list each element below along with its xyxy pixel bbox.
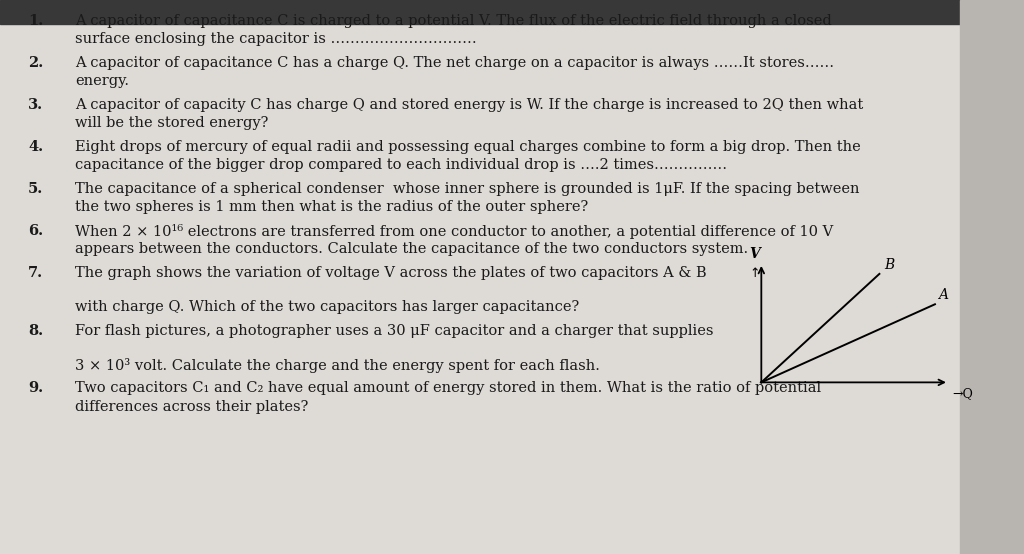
Text: A capacitor of capacity C has charge Q and stored energy is W. If the charge is : A capacitor of capacity C has charge Q a…: [75, 98, 863, 112]
Text: capacitance of the bigger drop compared to each individual drop is ….2 times…………: capacitance of the bigger drop compared …: [75, 158, 727, 172]
Text: with charge Q. Which of the two capacitors has larger capacitance?: with charge Q. Which of the two capacito…: [75, 300, 580, 314]
Text: 3.: 3.: [28, 98, 43, 112]
Text: 5.: 5.: [28, 182, 43, 196]
Bar: [961, 0, 1024, 554]
Text: will be the stored energy?: will be the stored energy?: [75, 116, 268, 131]
Text: The graph shows the variation of voltage V across the plates of two capacitors A: The graph shows the variation of voltage…: [75, 266, 707, 280]
Text: Two capacitors C₁ and C₂ have equal amount of energy stored in them. What is the: Two capacitors C₁ and C₂ have equal amou…: [75, 382, 821, 396]
Text: B: B: [885, 258, 895, 271]
Text: the two spheres is 1 mm then what is the radius of the outer sphere?: the two spheres is 1 mm then what is the…: [75, 201, 588, 214]
Text: 2.: 2.: [28, 56, 43, 70]
Text: differences across their plates?: differences across their plates?: [75, 400, 308, 414]
Text: 9.: 9.: [28, 382, 43, 396]
Text: 6.: 6.: [28, 224, 43, 238]
Text: 8.: 8.: [28, 324, 43, 338]
Text: Eight drops of mercury of equal radii and possessing equal charges combine to fo: Eight drops of mercury of equal radii an…: [75, 140, 861, 154]
Text: 1.: 1.: [28, 14, 43, 28]
Text: ↑: ↑: [750, 268, 760, 280]
Text: When 2 × 10¹⁶ electrons are transferred from one conductor to another, a potenti: When 2 × 10¹⁶ electrons are transferred …: [75, 224, 834, 239]
Text: 3 × 10³ volt. Calculate the charge and the energy spent for each flash.: 3 × 10³ volt. Calculate the charge and t…: [75, 358, 600, 373]
Text: For flash pictures, a photographer uses a 30 μF capacitor and a charger that sup: For flash pictures, a photographer uses …: [75, 324, 714, 338]
Text: A capacitor of capacitance C has a charge Q. The net charge on a capacitor is al: A capacitor of capacitance C has a charg…: [75, 56, 835, 70]
Text: 4.: 4.: [28, 140, 43, 154]
Text: appears between the conductors. Calculate the capacitance of the two conductors : appears between the conductors. Calculat…: [75, 243, 749, 257]
Text: V: V: [749, 247, 760, 261]
Text: →Q: →Q: [952, 387, 973, 400]
Text: energy.: energy.: [75, 74, 129, 89]
Bar: [0, 0, 961, 24]
Text: A capacitor of capacitance C is charged to a potential V. The flux of the electr: A capacitor of capacitance C is charged …: [75, 14, 831, 28]
Text: 7.: 7.: [28, 266, 43, 280]
Text: A: A: [938, 288, 948, 302]
Text: surface enclosing the capacitor is …………………………: surface enclosing the capacitor is ………………: [75, 33, 477, 47]
Text: The capacitance of a spherical condenser  whose inner sphere is grounded is 1μF.: The capacitance of a spherical condenser…: [75, 182, 859, 196]
